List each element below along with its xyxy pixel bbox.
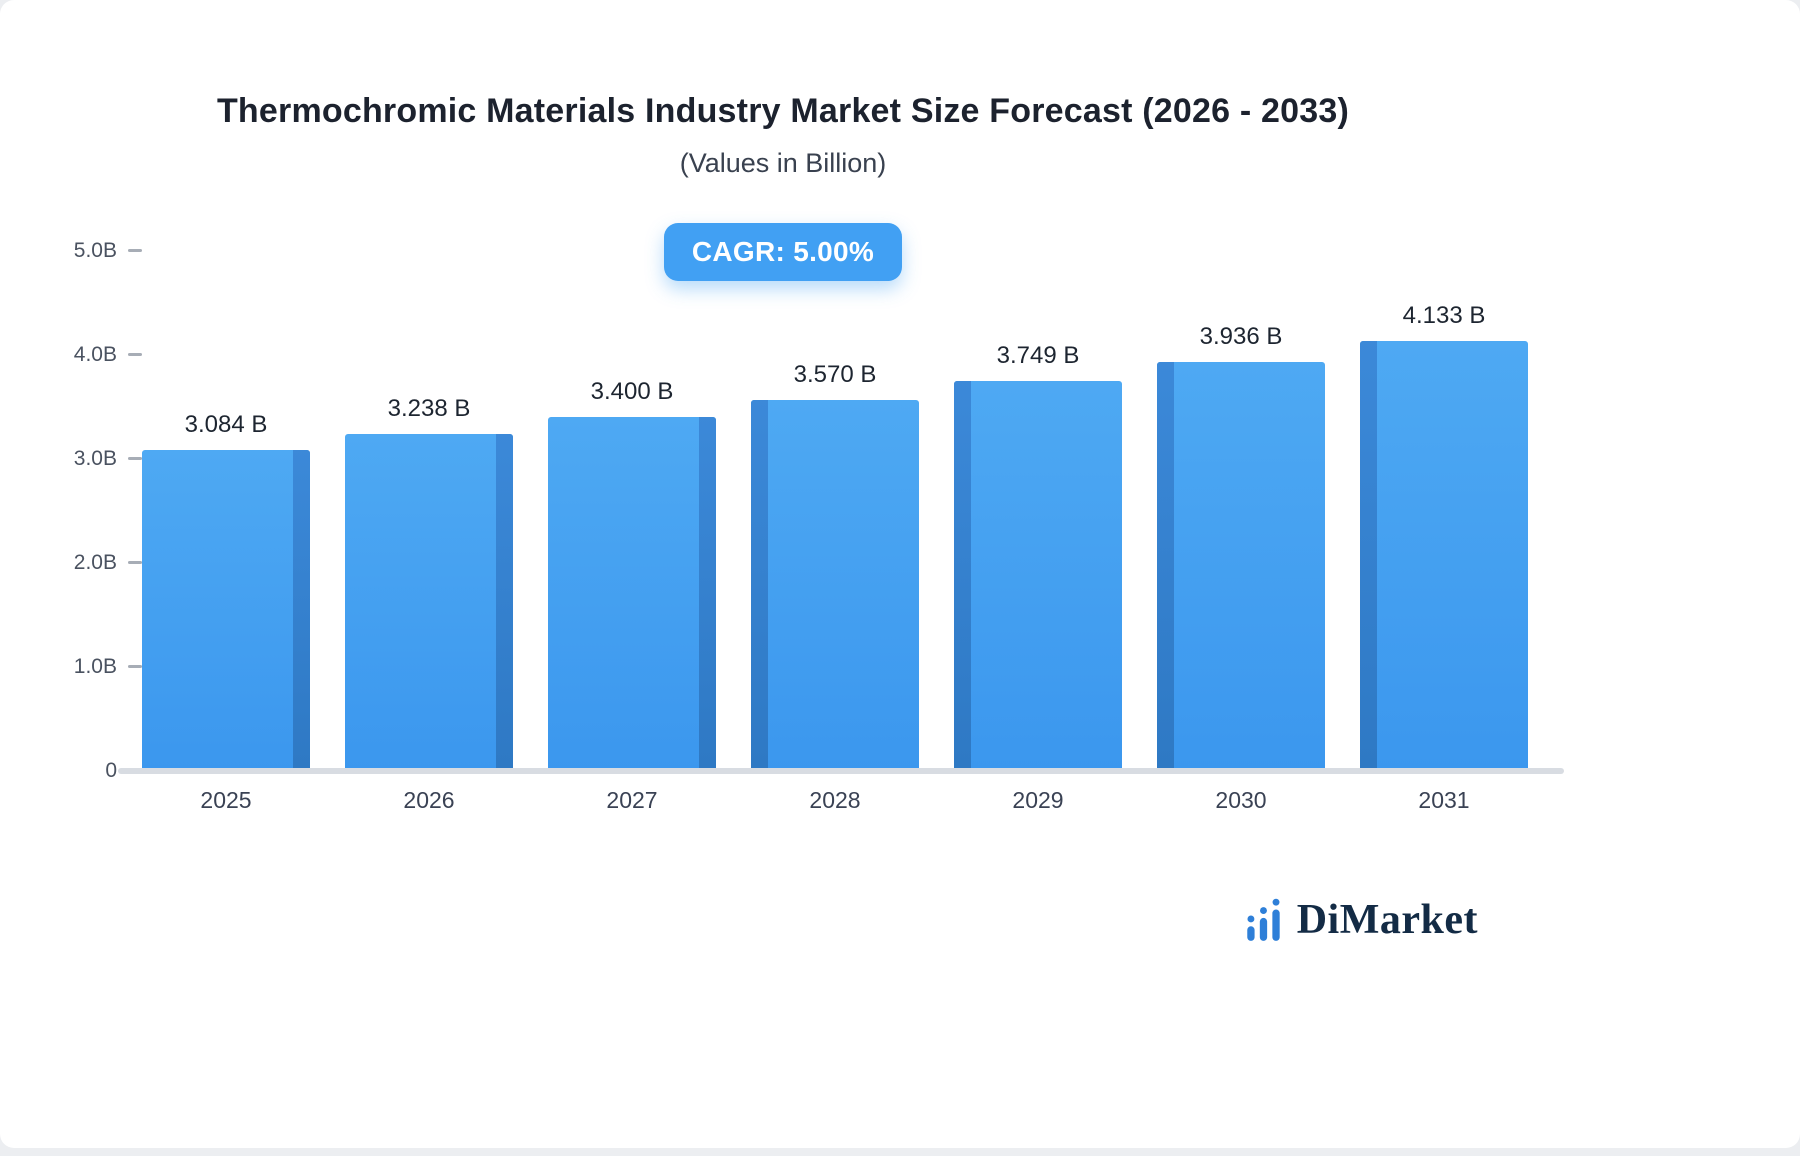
bar-value-label: 3.084 B [184, 411, 268, 439]
chart-content: Thermochromic Materials Industry Market … [38, 90, 1564, 814]
y-axis-row: 2.0B [74, 551, 142, 575]
bar-value-label: 3.936 B [1199, 322, 1283, 350]
bar-value-label: 4.133 B [1402, 302, 1486, 330]
brand-logo: DiMarket [1244, 896, 1478, 944]
bar-2026[interactable] [345, 434, 513, 771]
bar-column: 3.400 B [548, 251, 716, 771]
bar-2025[interactable] [142, 450, 310, 771]
bar-value-label: 3.749 B [996, 342, 1080, 369]
bar-value-label: 3.570 B [793, 360, 877, 388]
y-axis-label: 1.0B [73, 654, 117, 678]
x-axis-label: 2029 [1012, 786, 1064, 813]
y-axis-row: 1.0B [74, 655, 142, 679]
x-axis-label: 2027 [606, 786, 658, 813]
chart-title: Thermochromic Materials Industry Market … [216, 92, 1350, 130]
bar-column: 3.238 B [345, 251, 513, 771]
y-axis-label: 2.0B [73, 550, 117, 574]
y-axis-label: 3.0B [73, 446, 117, 470]
bar-column: 3.570 B [751, 251, 919, 772]
bar-column: 3.936 B [1157, 251, 1325, 772]
y-axis-tick [128, 561, 142, 565]
bar-column: 3.084 B [142, 251, 310, 771]
bar-column: 3.749 B [954, 251, 1122, 771]
chart-subtitle: (Values in Billion) [679, 147, 887, 178]
x-axis-label: 2031 [1418, 786, 1470, 813]
y-axis-row: 4.0B [74, 343, 142, 367]
y-axis-row: 5.0B [74, 239, 142, 263]
x-axis-baseline [118, 767, 1564, 774]
bar-2027[interactable] [548, 417, 716, 771]
bar-value-label: 3.238 B [387, 395, 471, 423]
bar-column: 4.133 B [1360, 251, 1528, 771]
plot-wrap: 3.084 B 3.238 B 3.400 B 3.570 B 3.749 B 3.936… [118, 251, 1564, 814]
x-axis: 2025 2026 2027 2028 2029 2030 2031 [142, 787, 1528, 814]
x-axis-label: 2025 [200, 786, 252, 813]
y-axis-label: 5.0B [73, 238, 117, 262]
bar-value-label: 3.400 B [590, 378, 674, 406]
brand-name: DiMarket [1296, 897, 1478, 943]
y-axis-row: 3.0B [74, 447, 142, 471]
bar-2031[interactable] [1360, 341, 1528, 771]
bar-chart-logo-icon [1246, 898, 1280, 941]
y-axis-tick [128, 457, 142, 461]
y-axis-label: 0 [105, 758, 117, 782]
badge-row: CAGR: 5.00% [38, 222, 1528, 281]
y-axis-tick [128, 249, 142, 253]
y-axis-tick [128, 665, 142, 669]
plot-area: 3.084 B 3.238 B 3.400 B 3.570 B 3.749 B 3.936… [142, 251, 1528, 772]
y-axis-tick [128, 353, 142, 357]
bar-2028[interactable] [751, 399, 919, 772]
y-axis-label: 4.0B [73, 342, 117, 366]
x-axis-label: 2028 [809, 786, 861, 813]
x-axis-label: 2030 [1215, 786, 1267, 813]
bar-2030[interactable] [1157, 361, 1325, 772]
bar-chart: 0 1.0B 2.0B 3.0B 4.0B 5.0B 3.084 B 3.238 B 3.40… [38, 239, 1564, 814]
bar-2029[interactable] [954, 381, 1122, 771]
cagr-badge: CAGR: 5.00% [663, 222, 903, 281]
y-axis: 0 1.0B 2.0B 3.0B 4.0B 5.0B [38, 239, 142, 782]
x-axis-label: 2026 [403, 786, 455, 813]
